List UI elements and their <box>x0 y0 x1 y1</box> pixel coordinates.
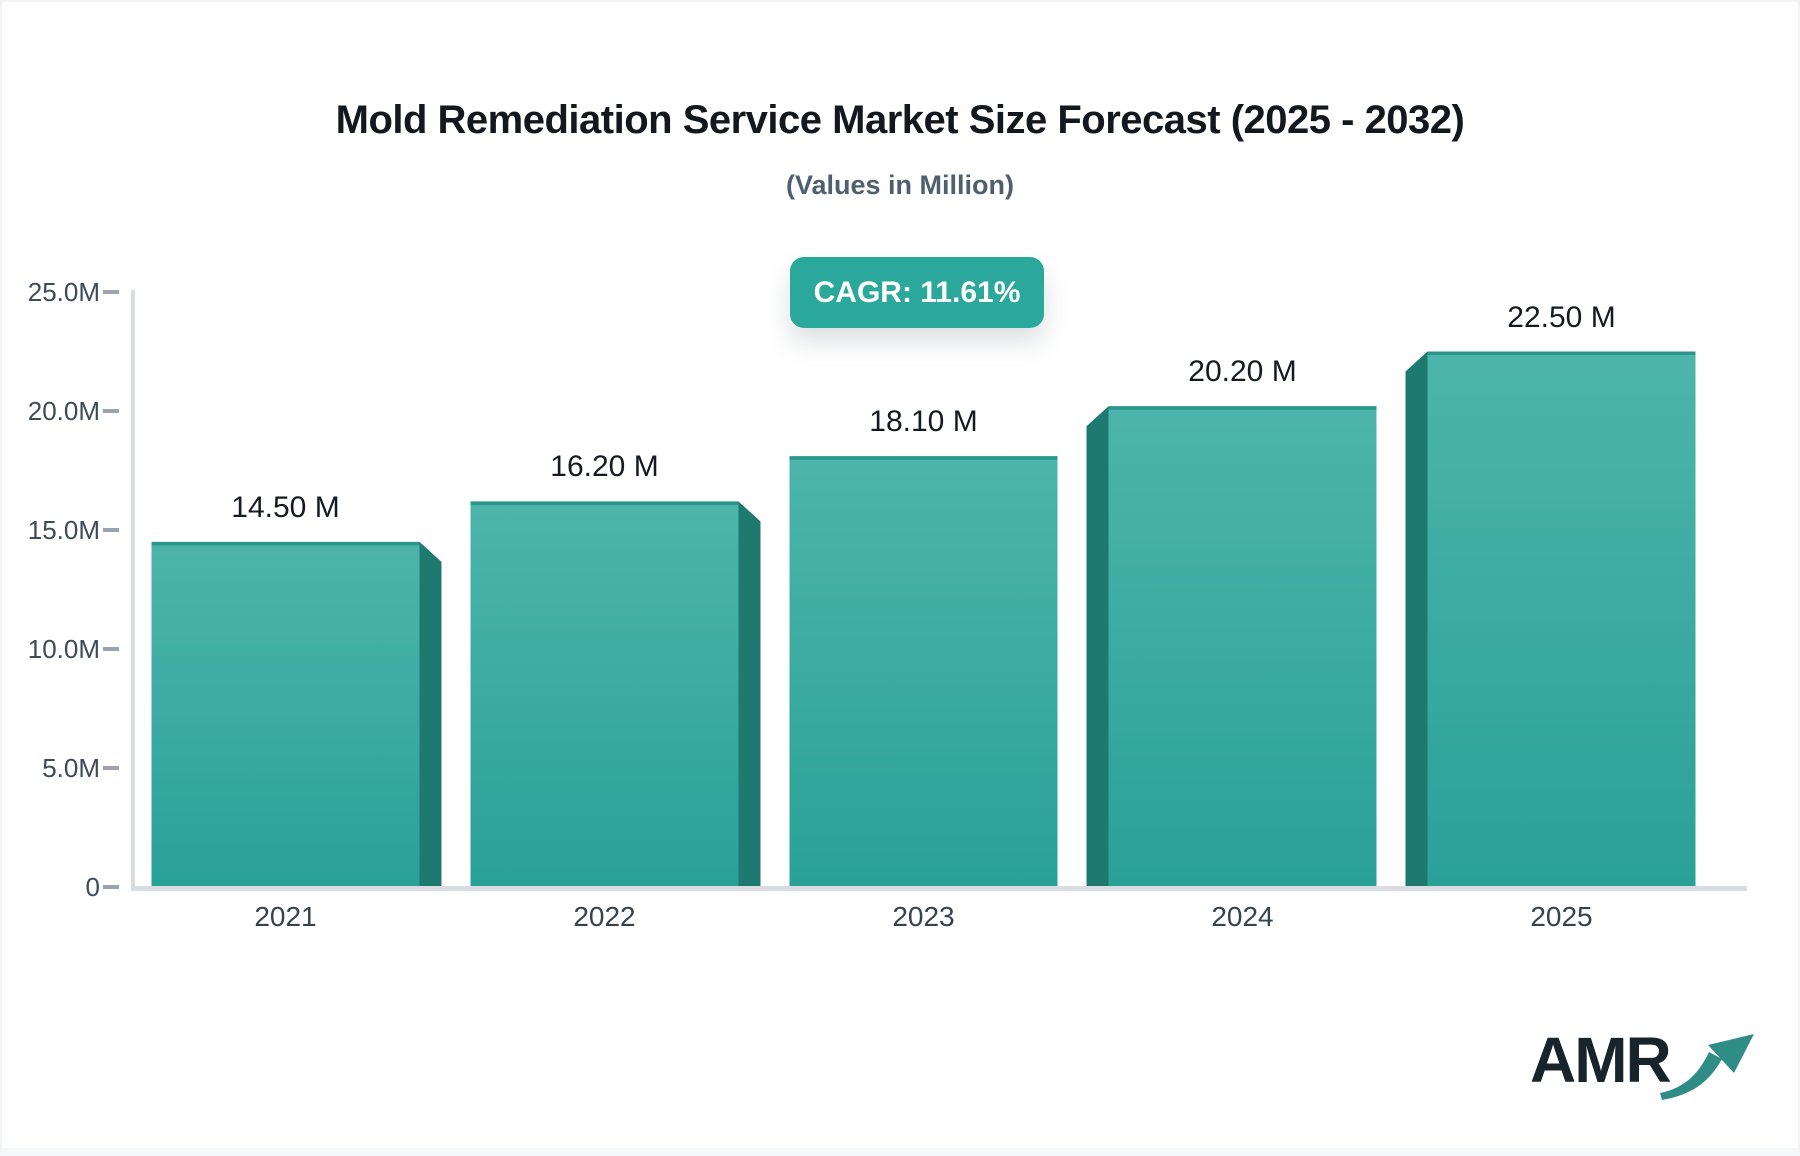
y-tick-mark <box>103 290 119 294</box>
bar-side-panel <box>1405 351 1428 886</box>
y-tick-mark <box>103 885 119 889</box>
y-tick-label: 20.0M <box>27 396 100 426</box>
x-tick-label: 2023 <box>892 901 955 932</box>
bar-value-label: 14.50 M <box>231 490 340 524</box>
bar <box>151 541 420 886</box>
x-axis-line <box>131 886 1747 891</box>
y-tick-mark <box>103 647 119 651</box>
bar-value-label: 16.20 M <box>550 450 659 484</box>
y-tick-label: 10.0M <box>27 634 100 664</box>
y-tick-mark <box>103 766 119 770</box>
y-tick-label: 5.0M <box>42 753 100 783</box>
y-tick-mark <box>103 528 119 532</box>
x-tick-label: 2024 <box>1211 901 1274 932</box>
bar-top-edge <box>1427 351 1696 355</box>
y-tick-label: 0 <box>85 872 100 902</box>
cagr-badge: CAGR: 11.61% <box>790 257 1044 328</box>
bar-top-edge <box>789 456 1058 460</box>
bar-side-panel <box>738 501 761 886</box>
bar <box>789 456 1058 886</box>
y-tick-label: 25.0M <box>27 277 100 307</box>
y-tick-label: 15.0M <box>27 515 100 545</box>
x-tick-label: 2025 <box>1530 901 1593 932</box>
bar-top-edge <box>1108 406 1377 410</box>
bar-value-label: 20.20 M <box>1188 355 1297 389</box>
y-axis-line <box>131 290 135 890</box>
x-tick-label: 2022 <box>573 901 636 932</box>
bar <box>470 501 739 886</box>
growth-arrow-icon <box>1659 1034 1754 1100</box>
bar-top-edge <box>151 541 420 546</box>
bar-side-panel <box>419 541 442 886</box>
bar <box>1427 351 1696 886</box>
amr-logo: AMR <box>1530 1028 1756 1106</box>
logo-text: AMR <box>1530 1024 1672 1096</box>
bar-value-label: 22.50 M <box>1507 300 1616 334</box>
page-title: Mold Remediation Service Market Size For… <box>335 98 1465 142</box>
chart-subtitle: (Values in Million) <box>785 170 1015 200</box>
bar-value-label: 18.10 M <box>869 405 978 439</box>
bar-top-edge <box>470 501 739 505</box>
x-tick-label: 2021 <box>254 901 317 932</box>
bar-side-panel <box>1086 406 1109 886</box>
bar <box>1108 406 1377 886</box>
y-tick-mark <box>103 409 119 413</box>
